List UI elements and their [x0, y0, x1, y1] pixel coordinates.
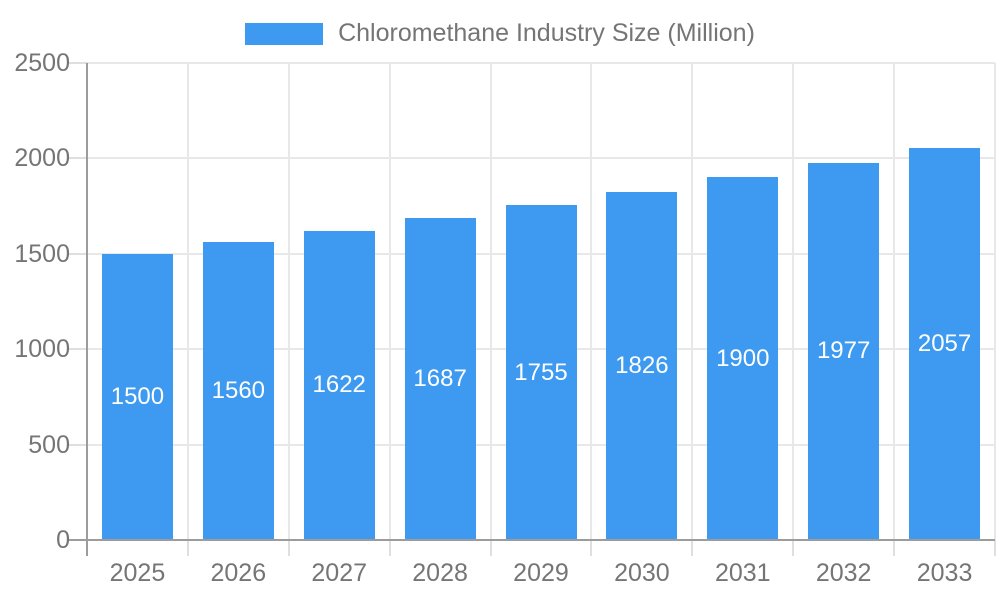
x-tick	[691, 540, 694, 556]
y-tick-label: 1500	[14, 239, 70, 268]
bar-value-label: 1755	[514, 358, 568, 386]
bar-value-label: 1900	[716, 344, 770, 372]
v-gridline	[893, 63, 896, 540]
y-tick	[69, 157, 87, 160]
plot-area: 1500 1560 1622 1687 1755 1826 1900 1977 2057	[87, 62, 996, 540]
bar-value-label: 1560	[211, 377, 266, 405]
v-gridline	[590, 63, 593, 540]
v-gridline	[691, 63, 694, 540]
x-tick	[388, 540, 391, 556]
x-tick-label: 2028	[412, 559, 468, 587]
h-gridline	[87, 62, 995, 64]
bar-value-label: 1826	[615, 351, 669, 379]
y-tick-label: 500	[28, 430, 70, 459]
chart-legend[interactable]: Chloromethane Industry Size (Million)	[0, 19, 1000, 48]
h-gridline	[87, 157, 995, 160]
x-tick-label: 2029	[513, 559, 569, 587]
bar[interactable]: 1977	[808, 162, 880, 540]
bar[interactable]: 1755	[505, 205, 577, 540]
bar-value-label: 1622	[312, 371, 366, 399]
bar[interactable]: 1560	[202, 242, 274, 540]
y-tick	[69, 62, 87, 64]
bar[interactable]: 1622	[303, 230, 375, 540]
x-tick	[287, 540, 290, 556]
legend-label: Chloromethane Industry Size (Million)	[338, 19, 755, 47]
v-gridline	[388, 63, 391, 540]
x-tick-label: 2032	[815, 559, 872, 587]
bar-value-label: 1687	[413, 365, 467, 393]
x-tick-label: 2027	[311, 559, 368, 587]
v-gridline	[489, 63, 492, 540]
y-tick-label: 1000	[14, 335, 70, 364]
bar-value-label: 1977	[816, 337, 871, 365]
y-tick-label: 0	[56, 526, 70, 554]
y-tick	[69, 252, 87, 255]
bar[interactable]: 2057	[909, 147, 981, 540]
v-gridline	[287, 63, 290, 540]
x-tick-label: 2031	[714, 559, 771, 587]
x-tick	[893, 540, 896, 556]
x-tick-label: 2026	[210, 559, 267, 587]
y-tick	[69, 348, 87, 351]
x-tick	[590, 540, 593, 556]
x-tick	[792, 540, 795, 556]
bar[interactable]: 1826	[606, 191, 678, 540]
v-gridline	[994, 63, 996, 540]
x-tick	[994, 540, 996, 556]
bar-value-label: 2057	[917, 329, 972, 357]
bar[interactable]: 1500	[101, 253, 173, 540]
x-axis-line	[69, 539, 995, 541]
legend-swatch-icon	[245, 22, 324, 45]
x-tick-label: 2033	[916, 559, 973, 587]
x-tick	[489, 540, 492, 556]
y-tick-label: 2000	[14, 144, 70, 173]
bar[interactable]: 1900	[707, 177, 779, 540]
y-tick	[69, 443, 87, 446]
x-tick	[186, 540, 189, 556]
y-tick-label: 2500	[14, 49, 70, 77]
bar[interactable]: 1687	[404, 218, 476, 540]
y-axis-line	[86, 63, 88, 556]
x-tick-label: 2025	[109, 559, 166, 587]
x-tick-label: 2030	[614, 559, 670, 587]
v-gridline	[792, 63, 795, 540]
bar-value-label: 1500	[110, 382, 165, 410]
v-gridline	[186, 63, 189, 540]
